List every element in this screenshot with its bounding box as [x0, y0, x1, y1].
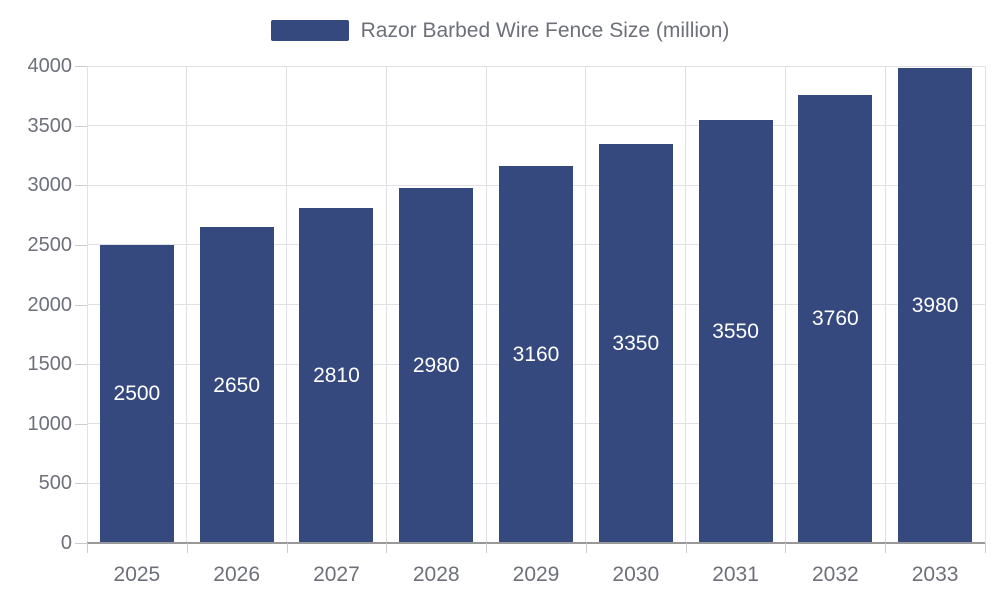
y-axis-label: 4000	[27, 55, 73, 77]
y-axis-tick	[75, 244, 87, 246]
bar-2025[interactable]: 2500	[99, 244, 174, 543]
bar-2026[interactable]: 2650	[199, 227, 274, 543]
x-gridline	[385, 66, 387, 543]
bar-value-label: 2810	[313, 363, 360, 387]
y-axis-label: 3500	[27, 114, 73, 137]
x-gridline	[685, 66, 687, 543]
bar-value-label: 3350	[612, 331, 660, 355]
x-axis-tick	[486, 543, 488, 553]
x-gridline	[186, 66, 188, 543]
legend-swatch	[270, 20, 349, 41]
x-axis-label: 2031	[712, 563, 759, 586]
x-gridline	[585, 66, 587, 543]
legend-label: Razor Barbed Wire Fence Size (million)	[360, 19, 730, 42]
y-gridline	[87, 65, 985, 67]
y-axis-label: 2000	[27, 293, 73, 316]
y-axis-label: 500	[38, 472, 72, 495]
y-gridline	[87, 125, 985, 127]
x-gridline	[884, 66, 886, 543]
y-axis-line	[86, 66, 88, 543]
bar-2029[interactable]: 3160	[499, 166, 573, 543]
x-gridline	[984, 66, 986, 543]
y-axis-label: 3000	[27, 174, 73, 197]
bar-value-label: 2980	[412, 353, 460, 377]
x-gridline	[485, 66, 487, 543]
legend-item[interactable]: Razor Barbed Wire Fence Size (million)	[0, 20, 1000, 41]
bar-value-label: 3550	[712, 319, 759, 343]
y-axis-tick	[75, 304, 87, 306]
bar-value-label: 3160	[512, 343, 560, 367]
x-gridline	[784, 66, 786, 543]
x-axis-tick	[685, 543, 687, 553]
x-axis-label: 2025	[113, 563, 161, 586]
x-gridline	[286, 66, 288, 543]
bar-value-label: 2650	[213, 373, 261, 397]
y-axis-tick	[75, 364, 87, 366]
bar-value-label: 3980	[911, 294, 959, 318]
x-axis-label: 2029	[512, 563, 560, 586]
x-axis-tick	[785, 543, 787, 553]
bar-2031[interactable]: 3550	[698, 119, 773, 543]
x-axis-label: 2033	[911, 563, 959, 586]
plot-area: 2500 2650 2810 2980 3160 3350 3550 3760 3980	[86, 65, 986, 543]
y-axis-tick	[75, 483, 87, 485]
x-axis-tick	[87, 543, 88, 553]
bar-2028[interactable]: 2980	[399, 187, 474, 543]
bar-value-label: 2500	[113, 382, 161, 406]
x-axis-label: 2032	[811, 563, 859, 586]
x-axis-tick	[186, 543, 188, 553]
x-axis-tick	[985, 543, 986, 553]
x-axis-tick	[286, 543, 288, 553]
y-axis-tick	[75, 543, 87, 544]
bar-2030[interactable]: 3350	[598, 143, 673, 543]
x-axis-line	[87, 542, 985, 544]
x-axis-label: 2030	[612, 563, 660, 586]
y-axis-label: 1000	[27, 412, 73, 435]
y-axis-tick	[75, 423, 87, 425]
x-axis-label: 2027	[313, 563, 360, 586]
y-axis-label: 2500	[27, 233, 73, 256]
bar-2032[interactable]: 3760	[798, 94, 873, 543]
x-axis-label: 2026	[213, 563, 261, 586]
bar-2033[interactable]: 3980	[898, 68, 973, 543]
x-axis-tick	[585, 543, 587, 553]
y-axis-label: 1500	[27, 353, 73, 376]
x-axis-tick	[386, 543, 388, 553]
y-axis-tick	[75, 66, 87, 67]
x-axis-label: 2028	[412, 563, 460, 586]
x-axis-tick	[885, 543, 887, 553]
bar-value-label: 3760	[811, 307, 859, 331]
y-axis-tick	[75, 125, 87, 127]
bar-2027[interactable]: 2810	[299, 207, 374, 543]
y-axis-label: 0	[60, 532, 72, 554]
y-axis-tick	[75, 185, 87, 187]
